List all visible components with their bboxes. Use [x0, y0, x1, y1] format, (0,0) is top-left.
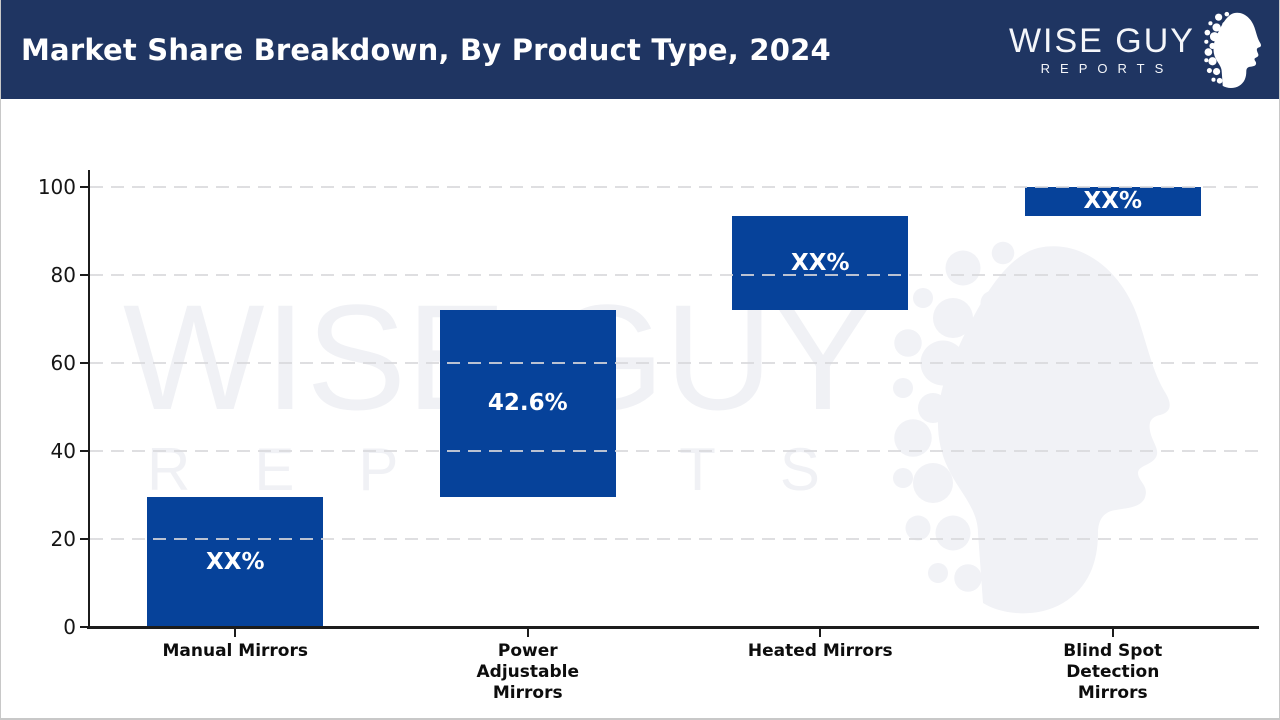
x-category-label: Power Adjustable Mirrors — [476, 641, 580, 703]
x-tick — [234, 629, 237, 637]
x-tick — [526, 629, 529, 637]
y-tick — [80, 186, 88, 188]
gridline-20 — [90, 538, 1259, 540]
wiseguy-logo: WISE GUY REPORTS — [1009, 9, 1267, 91]
bar-value-label: XX% — [205, 548, 265, 575]
bar-value-label: XX% — [1083, 188, 1142, 215]
y-tick-label: 0 — [63, 615, 76, 639]
y-tick — [80, 362, 88, 364]
bar-value-label: XX% — [790, 249, 850, 276]
gridline-40 — [90, 450, 1259, 452]
y-tick — [80, 450, 88, 452]
y-tick — [80, 626, 88, 628]
y-tick-label: 20 — [50, 527, 76, 551]
logo-text: WISE GUY REPORTS — [1009, 24, 1195, 76]
logo-wordmark: WISE GUY — [1008, 21, 1195, 60]
bar-heated-mirrors: XX% — [732, 216, 909, 310]
logo-subtitle: REPORTS — [1040, 60, 1174, 76]
page-title: Market Share Breakdown, By Product Type,… — [21, 32, 831, 67]
x-category-label: Heated Mirrors — [747, 641, 893, 661]
bar-value-label: 42.6% — [487, 389, 568, 416]
y-tick-label: 60 — [50, 351, 76, 375]
bar-blind-spot-detection-mirrors: XX% — [1024, 187, 1201, 217]
logo-head-profile-icon — [1201, 9, 1267, 91]
watermark-head-profile-icon — [873, 228, 1203, 628]
y-tick-label: 80 — [50, 263, 76, 287]
x-category-label: Manual Mirrors — [162, 641, 308, 661]
gridline-100 — [90, 186, 1259, 188]
y-tick-label: 100 — [37, 175, 76, 199]
y-tick — [80, 538, 88, 540]
y-axis-line — [88, 170, 90, 628]
x-category-label: Blind Spot Detection Mirrors — [1063, 641, 1163, 703]
x-tick — [1111, 629, 1114, 637]
header-bar: Market Share Breakdown, By Product Type,… — [1, 0, 1279, 99]
y-tick — [80, 274, 88, 276]
y-tick-label: 40 — [50, 439, 76, 463]
x-axis-line — [87, 626, 1259, 629]
gridline-60 — [90, 362, 1259, 364]
bar-power-adjustable-mirrors: 42.6% — [439, 309, 616, 498]
gridline-80 — [90, 274, 1259, 276]
x-tick — [819, 629, 822, 637]
bar-manual-mirrors: XX% — [147, 497, 324, 627]
